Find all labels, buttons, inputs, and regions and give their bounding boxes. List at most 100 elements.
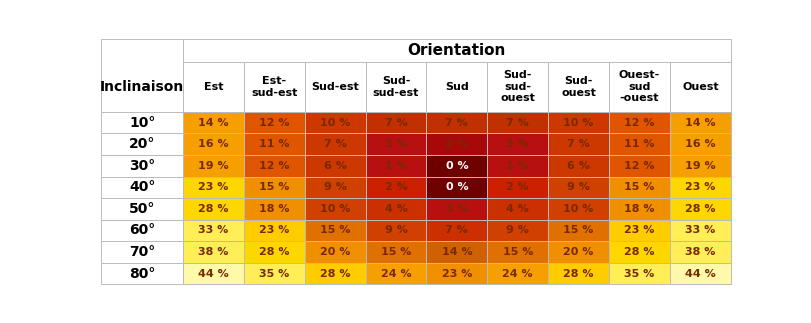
Text: 7 %: 7 % bbox=[384, 118, 407, 128]
Bar bbox=[182, 133, 243, 155]
Bar bbox=[182, 220, 243, 241]
Text: 28 %: 28 % bbox=[198, 204, 228, 214]
Text: 38 %: 38 % bbox=[198, 247, 228, 257]
Text: 19 %: 19 % bbox=[684, 161, 714, 171]
Bar bbox=[487, 177, 547, 198]
Bar bbox=[182, 263, 243, 284]
Bar bbox=[426, 133, 487, 155]
Bar bbox=[365, 220, 426, 241]
Bar bbox=[669, 241, 730, 263]
Text: 10 %: 10 % bbox=[563, 204, 593, 214]
Text: 19 %: 19 % bbox=[198, 161, 229, 171]
Text: 12 %: 12 % bbox=[624, 161, 654, 171]
Text: 20 %: 20 % bbox=[320, 247, 350, 257]
Bar bbox=[487, 263, 547, 284]
Bar bbox=[365, 155, 426, 177]
Bar bbox=[365, 112, 426, 133]
Bar bbox=[101, 133, 182, 155]
Text: 15 %: 15 % bbox=[259, 182, 289, 193]
Text: 33 %: 33 % bbox=[198, 225, 228, 235]
Text: 16 %: 16 % bbox=[198, 139, 229, 149]
Text: 35 %: 35 % bbox=[624, 269, 654, 279]
Bar bbox=[669, 133, 730, 155]
Bar bbox=[243, 263, 304, 284]
Bar bbox=[243, 177, 304, 198]
Text: 1 %: 1 % bbox=[384, 161, 407, 171]
Bar bbox=[547, 263, 608, 284]
Bar bbox=[243, 198, 304, 220]
Text: 60°: 60° bbox=[129, 224, 155, 237]
Text: 3 %: 3 % bbox=[445, 204, 468, 214]
Text: 50°: 50° bbox=[129, 202, 155, 216]
Bar bbox=[182, 198, 243, 220]
Bar bbox=[547, 220, 608, 241]
Text: 10 %: 10 % bbox=[320, 118, 350, 128]
Text: 9 %: 9 % bbox=[384, 225, 407, 235]
Bar bbox=[487, 155, 547, 177]
Text: 9 %: 9 % bbox=[505, 225, 529, 235]
Text: 15 %: 15 % bbox=[380, 247, 410, 257]
Text: 3 %: 3 % bbox=[384, 139, 407, 149]
Bar bbox=[547, 62, 608, 112]
Bar bbox=[243, 155, 304, 177]
Text: 23 %: 23 % bbox=[441, 269, 471, 279]
Bar bbox=[608, 177, 669, 198]
Text: Ouest: Ouest bbox=[681, 82, 718, 92]
Bar bbox=[365, 62, 426, 112]
Text: Inclinaison: Inclinaison bbox=[100, 80, 184, 94]
Text: Sud-est: Sud-est bbox=[311, 82, 358, 92]
Bar bbox=[304, 112, 365, 133]
Bar bbox=[608, 198, 669, 220]
Bar bbox=[182, 155, 243, 177]
Bar bbox=[365, 133, 426, 155]
Bar bbox=[547, 177, 608, 198]
Bar bbox=[487, 62, 547, 112]
Text: 10 %: 10 % bbox=[563, 118, 593, 128]
Bar bbox=[608, 112, 669, 133]
Text: 28 %: 28 % bbox=[684, 204, 714, 214]
Bar bbox=[304, 198, 365, 220]
Bar bbox=[101, 198, 182, 220]
Bar bbox=[547, 241, 608, 263]
Bar bbox=[426, 155, 487, 177]
Bar bbox=[304, 263, 365, 284]
Text: 24 %: 24 % bbox=[380, 269, 410, 279]
Bar bbox=[101, 241, 182, 263]
Bar bbox=[101, 39, 182, 112]
Bar bbox=[101, 112, 182, 133]
Bar bbox=[487, 112, 547, 133]
Text: 15 %: 15 % bbox=[320, 225, 350, 235]
Bar bbox=[426, 62, 487, 112]
Bar bbox=[101, 220, 182, 241]
Bar bbox=[182, 177, 243, 198]
Text: 10 %: 10 % bbox=[320, 204, 350, 214]
Bar bbox=[426, 263, 487, 284]
Text: 4 %: 4 % bbox=[384, 204, 407, 214]
Bar bbox=[547, 133, 608, 155]
Text: 24 %: 24 % bbox=[502, 269, 532, 279]
Bar bbox=[182, 112, 243, 133]
Bar bbox=[101, 177, 182, 198]
Text: 23 %: 23 % bbox=[198, 182, 228, 193]
Text: 70°: 70° bbox=[129, 245, 155, 259]
Bar bbox=[608, 133, 669, 155]
Bar bbox=[101, 263, 182, 284]
Bar bbox=[365, 177, 426, 198]
Bar bbox=[669, 155, 730, 177]
Text: 9 %: 9 % bbox=[324, 182, 346, 193]
Text: 28 %: 28 % bbox=[563, 269, 593, 279]
Bar bbox=[304, 155, 365, 177]
Bar bbox=[426, 112, 487, 133]
Text: 30°: 30° bbox=[129, 159, 155, 173]
Bar bbox=[243, 112, 304, 133]
Text: 12 %: 12 % bbox=[259, 118, 289, 128]
Bar bbox=[304, 220, 365, 241]
Bar bbox=[547, 112, 608, 133]
Text: 80°: 80° bbox=[129, 266, 155, 281]
Text: 23 %: 23 % bbox=[624, 225, 654, 235]
Text: 38 %: 38 % bbox=[684, 247, 714, 257]
Text: Est: Est bbox=[204, 82, 223, 92]
Text: Sud-
sud-
ouest: Sud- sud- ouest bbox=[500, 70, 534, 103]
Bar bbox=[487, 241, 547, 263]
Text: 6 %: 6 % bbox=[324, 161, 346, 171]
